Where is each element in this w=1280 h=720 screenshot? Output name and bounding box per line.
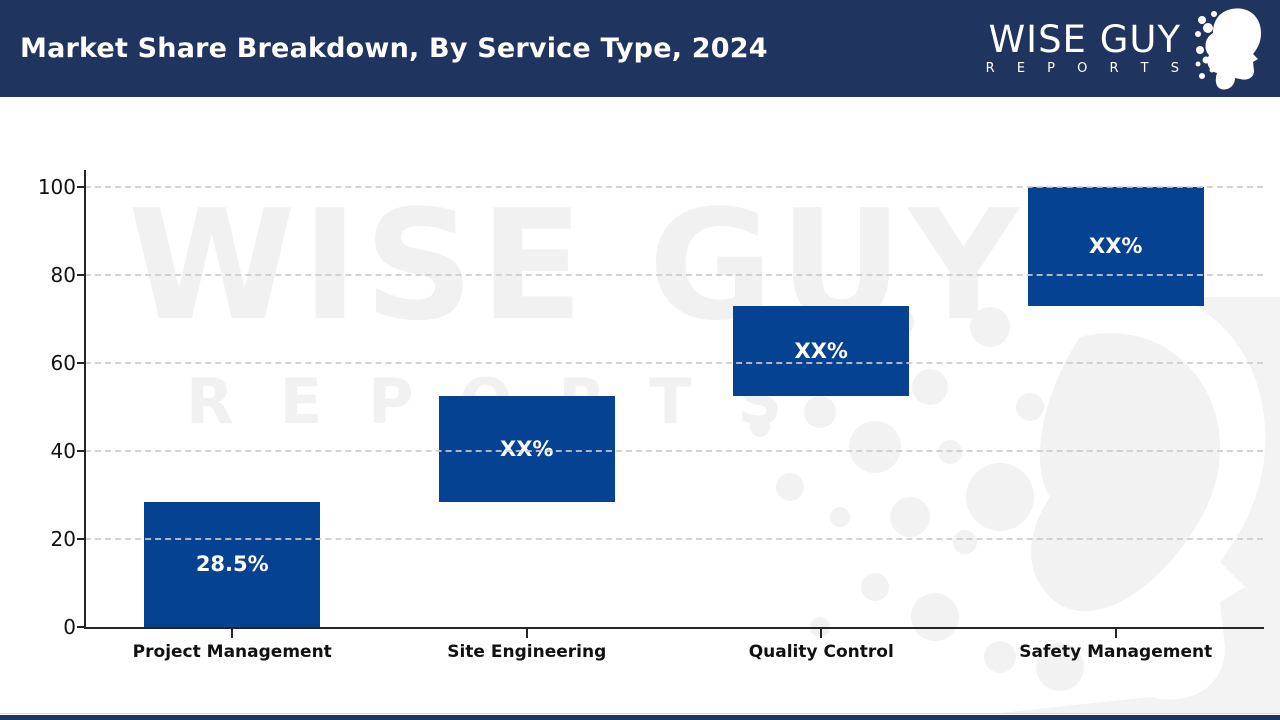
x-axis-tick [231,629,234,638]
y-axis-tick-label: 100 [37,175,76,199]
y-axis-tick-label: 40 [50,439,76,463]
gridline [85,450,1263,452]
gridline [85,538,1263,540]
bar-site-engineering: XX% [438,396,615,502]
report-header: Market Share Breakdown, By Service Type,… [0,0,1280,97]
bar-quality-control: XX% [733,305,910,396]
gridline [85,274,1263,276]
y-axis-tick [77,538,85,540]
y-axis-tick [77,450,85,452]
bar-project-management: 28.5% [144,501,321,627]
x-axis-tick [820,629,823,638]
y-axis-tick-label: 0 [63,615,76,639]
y-axis-tick [77,186,85,188]
x-axis-line [84,627,1264,629]
x-axis-category-label: Site Engineering [447,642,607,662]
y-axis-tick-label: 80 [50,263,76,287]
x-axis-category-label: Quality Control [748,642,894,662]
x-axis-category-label: Project Management [132,642,332,662]
watermark-head-icon [750,285,1280,713]
x-axis-category-label: Safety Management [1019,642,1213,662]
bar-value-label: XX% [794,338,848,363]
x-axis-tick [1114,629,1117,638]
logo-subtitle: R E P O R T S [985,61,1188,76]
logo-head-icon [1195,7,1261,89]
chart-title: Market Share Breakdown, By Service Type,… [20,33,768,64]
y-axis-tick [77,626,85,628]
gridline [85,362,1263,364]
wiseguy-logo: WISE GUY R E P O R T S [982,6,1280,92]
logo-wordmark-block: WISE GUY R E P O R T S [982,21,1188,76]
bar-value-label: 28.5% [195,552,269,577]
y-axis-tick-label: 20 [50,527,76,551]
y-axis-tick [77,362,85,364]
logo-wordmark: WISE GUY [988,18,1182,61]
y-axis-tick [77,274,85,276]
bar-value-label: XX% [500,436,554,461]
footer-divider [0,713,1280,714]
footer-accent-bar [0,715,1280,720]
y-axis-line [84,170,86,629]
bar-safety-management: XX% [1027,187,1204,306]
y-axis-tick-label: 60 [50,351,76,375]
x-axis-tick [525,629,528,638]
bar-value-label: XX% [1089,234,1143,259]
gridline [85,186,1263,188]
